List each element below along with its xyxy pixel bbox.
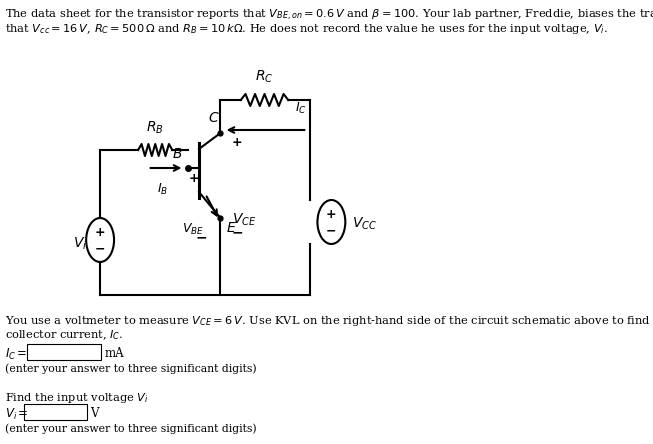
Text: −: − xyxy=(195,230,207,244)
Text: −: − xyxy=(95,242,105,255)
Text: $C$: $C$ xyxy=(208,111,220,125)
Text: $I_B$: $I_B$ xyxy=(157,182,168,197)
Text: $I_C =$: $I_C =$ xyxy=(5,347,27,362)
Text: +: + xyxy=(232,136,242,150)
Text: that $V_{cc} = 16\,V$, $R_C = 500\,\Omega$ and $R_B = 10\,k\Omega$. He does not : that $V_{cc} = 16\,V$, $R_C = 500\,\Omeg… xyxy=(5,22,608,36)
Text: $V_{BE}$: $V_{BE}$ xyxy=(182,222,204,237)
FancyBboxPatch shape xyxy=(24,404,88,420)
Text: $V_i =$: $V_i =$ xyxy=(5,407,29,422)
Text: $E$: $E$ xyxy=(225,221,236,235)
Text: The data sheet for the transistor reports that $V_{BE,on} = 0.6\,V$ and $\beta =: The data sheet for the transistor report… xyxy=(5,8,653,23)
Text: +: + xyxy=(95,226,105,239)
Text: $B$: $B$ xyxy=(172,147,182,161)
Text: (enter your answer to three significant digits): (enter your answer to three significant … xyxy=(5,423,257,433)
Text: collector current, $I_C$.: collector current, $I_C$. xyxy=(5,328,123,341)
Text: V: V xyxy=(91,407,99,420)
Text: $R_B$: $R_B$ xyxy=(146,119,164,136)
Text: Find the input voltage $V_i$: Find the input voltage $V_i$ xyxy=(5,391,149,405)
Text: +: + xyxy=(326,209,337,222)
Text: +: + xyxy=(189,172,199,185)
Text: mA: mA xyxy=(104,347,124,360)
Text: $I_C$: $I_C$ xyxy=(295,101,307,116)
Text: −: − xyxy=(232,225,244,239)
Text: $R_C$: $R_C$ xyxy=(255,69,274,85)
Text: $V_{CC}$: $V_{CC}$ xyxy=(352,216,377,232)
Text: −: − xyxy=(326,225,337,238)
Text: (enter your answer to three significant digits): (enter your answer to three significant … xyxy=(5,363,257,373)
FancyBboxPatch shape xyxy=(27,344,101,360)
Text: You use a voltmeter to measure $V_{CE} = 6\,V$. Use KVL on the right-hand side o: You use a voltmeter to measure $V_{CE} =… xyxy=(5,314,653,328)
Text: $V_i$: $V_i$ xyxy=(72,236,87,252)
Text: $V_{CE}$: $V_{CE}$ xyxy=(232,212,257,228)
